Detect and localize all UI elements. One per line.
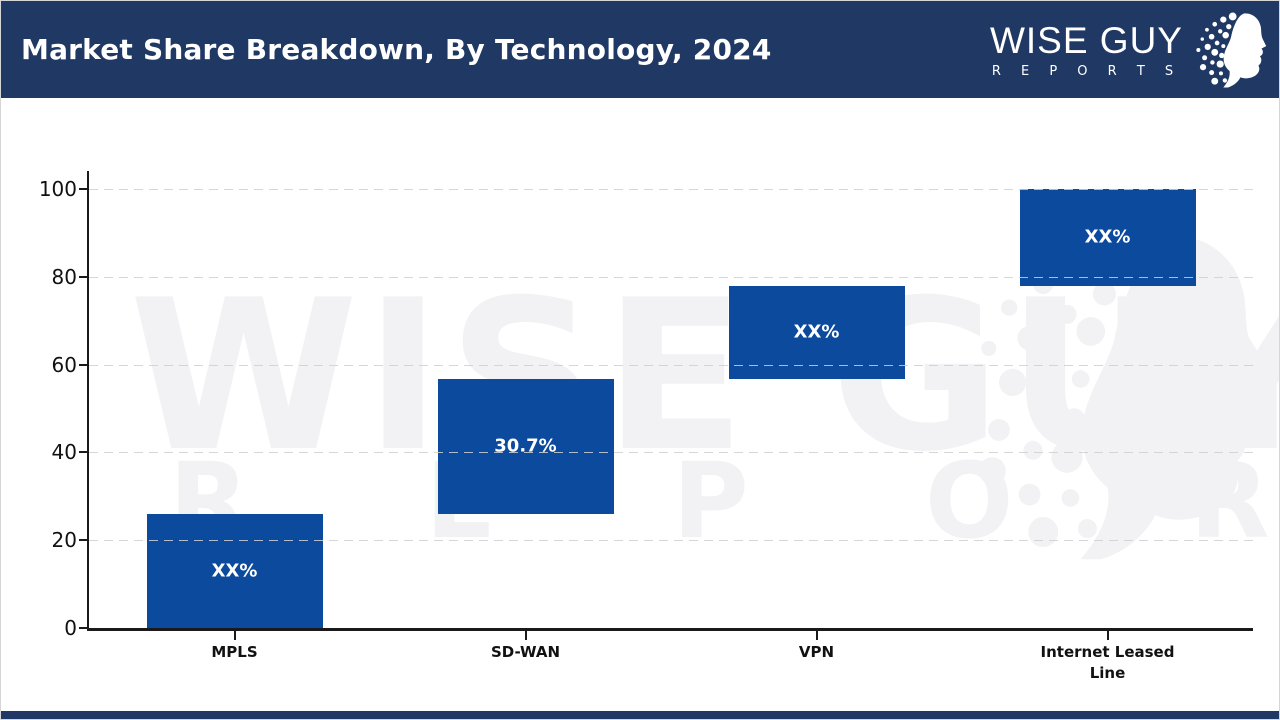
- x-category-label: VPN: [798, 643, 835, 661]
- y-tick-label: 20: [51, 528, 77, 553]
- y-tick-label: 100: [38, 177, 77, 201]
- footer-bar: [1, 711, 1279, 719]
- y-tick-label: 0: [64, 616, 77, 640]
- gridline: [89, 189, 1253, 190]
- x-category-label: Internet Leased Line: [1040, 643, 1175, 682]
- bar-value-label: XX%: [793, 321, 840, 343]
- x-axis-line: [87, 628, 1253, 631]
- y-axis-line: [87, 171, 89, 631]
- gridline: [89, 452, 1253, 454]
- y-tick-label: 40: [51, 440, 77, 465]
- x-category-label: MPLS: [211, 643, 258, 661]
- page-title: Market Share Breakdown, By Technology, 2…: [21, 33, 772, 66]
- x-tick: [233, 631, 236, 640]
- bar-value-label: XX%: [1084, 226, 1131, 248]
- gridline: [89, 364, 1253, 366]
- gridline: [89, 540, 1253, 542]
- x-tick: [524, 631, 527, 640]
- x-category-label: SD-WAN: [490, 643, 561, 661]
- y-tick-label: 80: [51, 264, 77, 289]
- x-tick: [1106, 631, 1109, 640]
- y-tick: [79, 627, 87, 629]
- y-tick: [79, 539, 87, 542]
- y-tick: [79, 363, 87, 366]
- y-tick: [79, 451, 87, 454]
- bar-sd-wan: [437, 379, 614, 514]
- header-bar: Market Share Breakdown, By Technology, 2…: [1, 1, 1279, 98]
- gridline: [89, 276, 1253, 278]
- x-tick: [815, 631, 818, 640]
- y-tick-label: 60: [51, 352, 77, 377]
- bar-value-label: XX%: [211, 560, 258, 582]
- bar-value-label: 30.7%: [494, 435, 557, 457]
- bar-internet-leased-line: [1019, 189, 1196, 286]
- brand-name: WISE GUY: [989, 19, 1183, 61]
- y-tick: [79, 275, 87, 278]
- bar-mpls: [146, 513, 323, 628]
- y-tick: [79, 188, 87, 190]
- brand-subtitle: R E P O R T S: [991, 63, 1182, 79]
- brand-logo-text: WISE GUY R E P O R T S: [990, 22, 1183, 78]
- bar-vpn: [728, 285, 905, 380]
- brand-logo: WISE GUY R E P O R T S: [990, 8, 1267, 92]
